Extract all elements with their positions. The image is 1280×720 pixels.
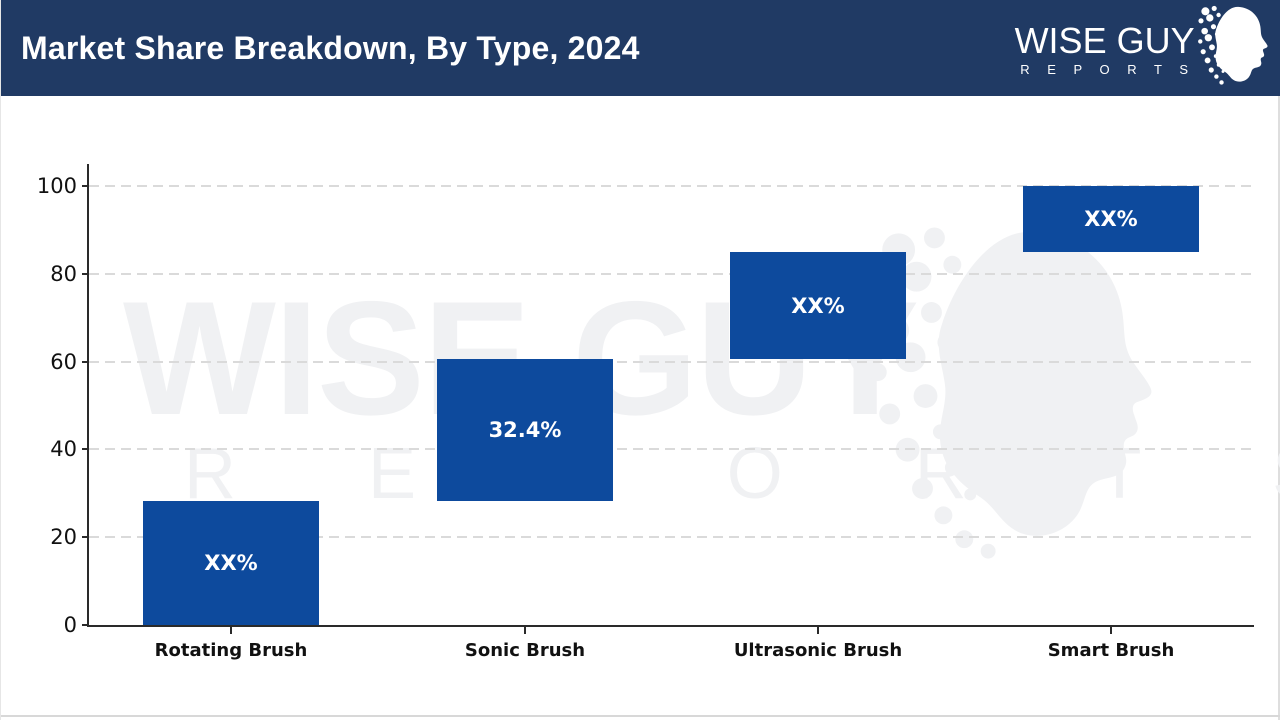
y-tick [82,360,89,363]
logo-head-icon [1198,5,1268,85]
y-tick [82,536,89,539]
bar-ultrasonic-brush: XX% [730,252,906,359]
logo-text-primary: WISE GUY [1014,20,1195,61]
bar-smart-brush: XX% [1023,185,1199,253]
gridline-40 [89,448,1254,451]
y-tick [82,184,89,187]
page-title: Market Share Breakdown, By Type, 2024 [21,29,640,66]
wiseguy-logo: WISE GUY R E P O R T S [1014,0,1271,96]
x-tick [817,627,819,634]
logo-text-secondary: R E P O R T S [1020,62,1195,77]
gridline-20 [89,536,1254,539]
x-axis-category-label: Smart Brush [1047,640,1175,661]
bar-value-label: XX% [791,293,845,318]
header: Market Share Breakdown, By Type, 2024 WI… [1,0,1280,96]
y-tick [82,448,89,451]
y-tick [82,624,89,626]
logo-text: WISE GUY R E P O R T S [1014,20,1195,78]
x-axis-line [87,625,1254,627]
bar-value-label: 32.4% [488,418,562,443]
x-tick [1110,627,1112,634]
y-tick-label: 100 [36,173,77,198]
bar-value-label: XX% [204,551,258,576]
gridline-80 [89,272,1254,275]
footer-divider [1,715,1280,717]
x-tick [230,627,232,634]
y-tick-label: 20 [50,525,77,550]
bar-value-label: XX% [1084,207,1138,232]
bar-rotating-brush: XX% [143,501,319,625]
x-axis-category-label: Ultrasonic Brush [733,640,903,661]
y-tick-label: 80 [50,261,77,286]
y-tick-label: 60 [50,349,77,374]
x-axis-category-label: Sonic Brush [464,640,586,661]
x-tick [524,627,526,634]
x-axis-category-label: Rotating Brush [154,640,308,661]
y-tick [82,272,89,275]
y-tick-label: 40 [50,437,77,462]
gridline-60 [89,360,1254,363]
bar-sonic-brush: 32.4% [437,358,613,502]
y-tick-label: 0 [63,613,77,637]
gridline-100 [89,184,1254,187]
y-axis-line [87,164,89,627]
